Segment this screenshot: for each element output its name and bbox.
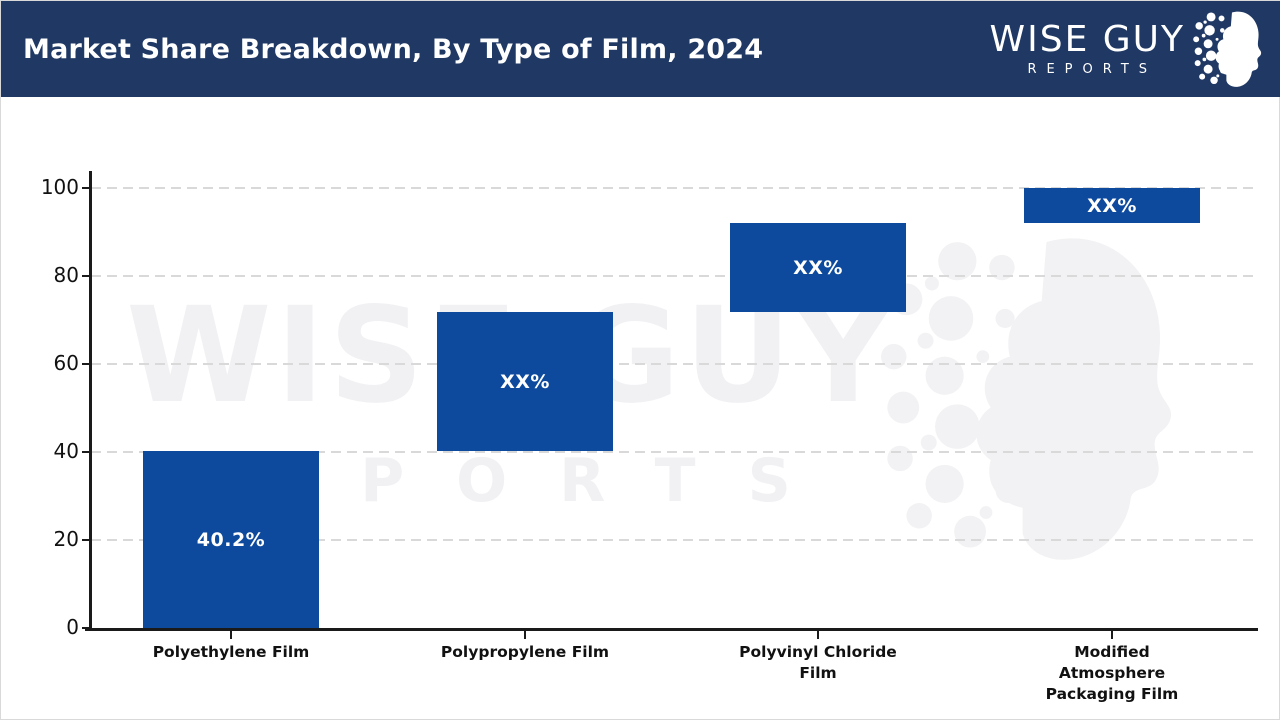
x-category-label-line: Atmosphere	[1058, 664, 1166, 682]
gridline-60	[91, 363, 1258, 365]
gridline-100	[91, 187, 1258, 189]
y-tick-label-40: 40	[53, 439, 79, 463]
x-category-label-4: Modified Atmosphere Packaging Film	[1002, 642, 1222, 705]
x-tickmark-3	[817, 630, 819, 639]
chart-title: Market Share Breakdown, By Type of Film,…	[23, 33, 764, 65]
x-tickmark-2	[524, 630, 526, 639]
bar-2: XX%	[437, 312, 613, 452]
y-tick-label-20: 20	[53, 527, 79, 551]
bar-value-label-2: XX%	[500, 370, 550, 393]
bar-value-label-3: XX%	[793, 256, 843, 279]
x-category-label-line: Packaging Film	[1045, 685, 1179, 703]
gridline-40	[91, 451, 1258, 453]
y-tick-label-100: 100	[40, 175, 79, 199]
x-category-label-line: Modified	[1074, 643, 1150, 661]
y-tick-label-60: 60	[53, 351, 79, 375]
y-tick-label-80: 80	[53, 263, 79, 287]
gridline-80	[91, 275, 1258, 277]
x-tickmark-1	[230, 630, 232, 639]
y-tickmark-80	[82, 275, 91, 277]
bar-1: 40.2%	[143, 451, 319, 628]
bar-3: XX%	[730, 223, 906, 313]
logo-subtitle: REPORTS	[1027, 62, 1158, 77]
logo-wordmark: WISE GUY	[989, 19, 1185, 60]
bar-4: XX%	[1024, 188, 1200, 224]
x-category-label-2: Polypropylene Film	[415, 642, 635, 663]
y-axis-line	[89, 171, 92, 630]
header-bar: Market Share Breakdown, By Type of Film,…	[1, 1, 1280, 97]
x-category-label-line: Polyvinyl Chloride	[739, 643, 897, 661]
x-tickmark-4	[1111, 630, 1113, 639]
wise-guy-reports-logo: WISE GUY REPORTS	[990, 8, 1266, 90]
x-category-label-line: Polyethylene Film	[152, 643, 310, 661]
x-category-label-line: Film	[799, 664, 837, 682]
x-category-label-line: Polypropylene Film	[440, 643, 610, 661]
y-tickmark-20	[82, 539, 91, 541]
bar-value-label-1: 40.2%	[196, 528, 266, 551]
y-tickmark-60	[82, 363, 91, 365]
y-tickmark-100	[82, 187, 91, 189]
logo-text: WISE GUY REPORTS	[989, 19, 1186, 77]
x-axis-line	[85, 628, 1258, 631]
x-category-label-1: Polyethylene Film	[121, 642, 341, 663]
x-category-label-3: Polyvinyl Chloride Film	[708, 642, 928, 684]
bar-value-label-4: XX%	[1087, 194, 1137, 217]
y-tickmark-40	[82, 451, 91, 453]
y-tick-label-0: 0	[66, 615, 79, 639]
gridline-20	[91, 539, 1258, 541]
